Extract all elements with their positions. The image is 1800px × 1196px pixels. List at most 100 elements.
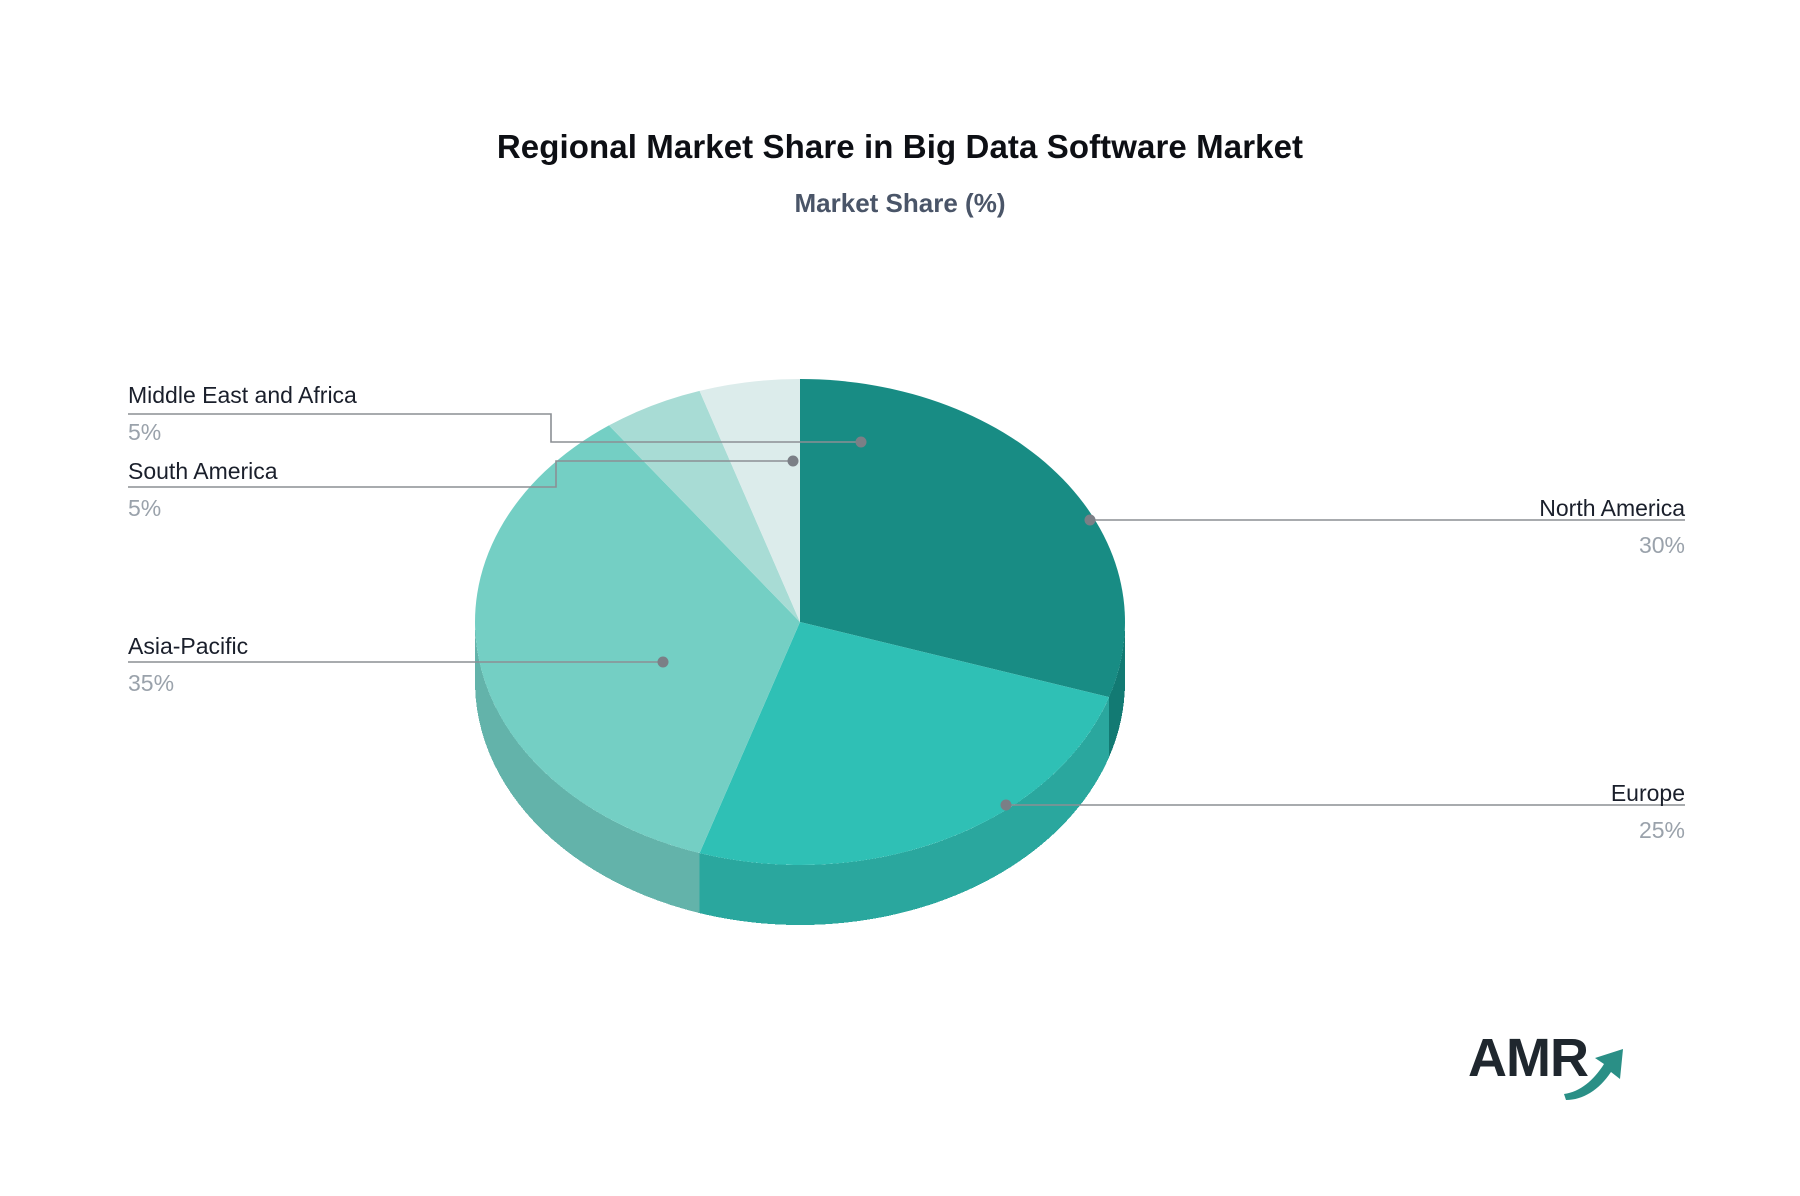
pie-depth-europe (928, 842, 938, 906)
pie-depth-north-america (1122, 641, 1124, 711)
pie-top-face-group (475, 379, 1126, 865)
pie-depth-europe (1105, 697, 1110, 765)
pie-depth-europe (730, 859, 741, 921)
pie-depth-asia-pacific (475, 637, 478, 709)
pie-depth-europe (1032, 785, 1041, 852)
pie-depth-europe (1009, 802, 1018, 868)
pie-depth-europe (1040, 779, 1048, 846)
pie-depth-europe (1101, 704, 1106, 773)
callout-label-south-america: South America (128, 458, 278, 484)
pie-depth-europe (846, 861, 858, 923)
amr-logo-arrow-icon (1564, 1049, 1623, 1100)
leader-line-south-america (128, 460, 793, 488)
pie-depth-asia-pacific (562, 788, 574, 857)
pie-depth-europe (1083, 733, 1089, 801)
pie-depth-europe (1093, 719, 1098, 787)
amr-logo: AMR (1468, 1028, 1623, 1100)
pie-depth-europe (947, 834, 957, 899)
pie-depth-europe (825, 863, 837, 925)
chart-title: Regional Market Share in Big Data Softwa… (496, 128, 1304, 165)
callout-value-asia-pacific: 35% (128, 670, 175, 696)
pie-depth-asia-pacific (685, 849, 700, 914)
pie-depth-group (475, 622, 1125, 925)
pie-depth-europe (720, 857, 731, 920)
callout-north-america: North America 30% (1240, 493, 1685, 560)
pie-depth-europe (1047, 773, 1054, 840)
pie-depth-europe (966, 826, 976, 891)
pie-depth-europe (877, 855, 889, 918)
pie-depth-asia-pacific (518, 743, 527, 814)
pie-depth-europe (1053, 767, 1061, 834)
pie-depth-asia-pacific (493, 703, 499, 774)
pie-depth-europe (898, 851, 909, 914)
pie-depth-asia-pacific (632, 830, 645, 896)
leader-dot-middle-east-and-africa (855, 436, 867, 448)
leader-dot-north-america (1084, 514, 1096, 526)
pie-depth-asia-pacific (484, 681, 489, 753)
leader-lines-group (128, 413, 1685, 811)
amr-logo-text: AMR (1468, 1028, 1588, 1088)
pie-depth-asia-pacific (573, 796, 585, 864)
callout-middle-east-and-africa: Middle East and Africa 5% (128, 380, 548, 447)
pie-depth-europe (1060, 760, 1067, 828)
pie-depth-asia-pacific (595, 810, 608, 878)
pie-depth-asia-pacific (526, 753, 535, 823)
pie-depth-asia-pacific (477, 648, 480, 721)
pie-depth-europe (975, 822, 985, 887)
callout-label-europe: Europe (1610, 780, 1685, 806)
pie-depth-europe (709, 855, 721, 918)
pie-depth-north-america (1116, 669, 1119, 739)
pie-depth-europe (956, 830, 967, 895)
pie-depth-north-america (1118, 660, 1121, 730)
pie-depth-asia-pacific (658, 840, 672, 906)
callout-value-north-america: 30% (1638, 532, 1685, 558)
pie-slice-middle-east-and-africa (699, 379, 800, 622)
pie-depth-asia-pacific (543, 771, 553, 840)
pie-depth-europe (751, 862, 762, 924)
callout-europe: Europe 25% (1240, 778, 1685, 845)
pie-depth-asia-pacific (552, 779, 563, 849)
pie-depth-europe (1097, 712, 1102, 780)
pie-depth-europe (984, 817, 993, 883)
pie-depth-north-america (1109, 687, 1113, 758)
pie-depth-europe (857, 859, 868, 922)
pie-depth-europe (836, 862, 847, 924)
pie-depth-europe (1017, 797, 1026, 863)
pie-depth-asia-pacific (511, 733, 519, 804)
pie-depth-asia-pacific (671, 845, 686, 910)
pie-depth-europe (908, 848, 919, 912)
leader-line-middle-east-and-africa (128, 413, 861, 443)
pie-depth-europe (772, 864, 783, 925)
pie-depth-europe (814, 864, 826, 925)
callout-label-north-america: North America (1539, 495, 1685, 521)
pie-depth-asia-pacific (504, 723, 512, 794)
pie-slice-north-america (800, 379, 1126, 698)
pie-depth-europe (804, 864, 815, 925)
pie-depth-europe (867, 857, 878, 920)
callout-value-europe: 25% (1638, 817, 1685, 843)
callout-label-middle-east-and-africa: Middle East and Africa (128, 382, 357, 408)
pie-depth-europe (1072, 747, 1079, 815)
pie-depth-europe (1088, 726, 1094, 794)
callout-label-asia-pacific: Asia-Pacific (128, 633, 249, 659)
callout-value-middle-east-and-africa: 5% (128, 419, 162, 445)
pie-depth-north-america (1112, 678, 1117, 748)
pie-depth-asia-pacific (534, 762, 544, 832)
pie-depth-europe (1001, 807, 1010, 873)
pie-slice-asia-pacific (475, 425, 800, 854)
callout-south-america: South America 5% (128, 456, 548, 523)
pie-depth-europe (918, 845, 929, 909)
pie-depth-europe (937, 838, 948, 903)
leader-dot-asia-pacific (657, 656, 669, 668)
callout-asia-pacific: Asia-Pacific 35% (128, 631, 568, 698)
pie-depth-europe (699, 853, 710, 916)
pie-depth-europe (1078, 740, 1084, 808)
pie-depth-asia-pacific (488, 692, 494, 764)
pie-depth-europe (740, 860, 752, 923)
pie-depth-europe (992, 812, 1002, 878)
pie-depth-north-america (1123, 631, 1125, 702)
pie-depth-europe (1025, 791, 1033, 858)
pie-depth-asia-pacific (584, 803, 596, 871)
